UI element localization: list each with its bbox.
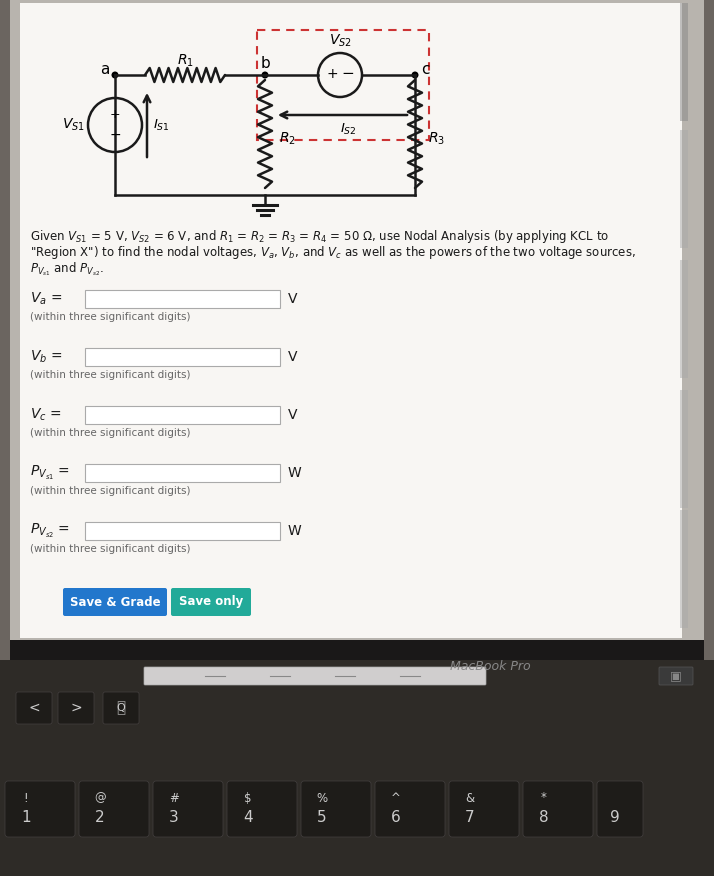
Bar (85, 522, 280, 540)
Text: 5: 5 (317, 809, 327, 824)
Text: MacBook Pro: MacBook Pro (450, 660, 531, 673)
Bar (257, 30, 429, 140)
Text: $P_{V_{s2}}$ =: $P_{V_{s2}}$ = (30, 522, 70, 540)
Text: 3: 3 (169, 809, 179, 824)
Circle shape (411, 72, 418, 79)
Bar (20, 3, 682, 638)
Text: ▣: ▣ (670, 669, 682, 682)
Text: −: − (109, 128, 121, 142)
FancyBboxPatch shape (375, 781, 445, 837)
Text: c: c (421, 61, 429, 76)
FancyBboxPatch shape (58, 692, 94, 724)
FancyBboxPatch shape (171, 588, 251, 616)
Text: $V_{S2}$: $V_{S2}$ (328, 32, 351, 49)
Text: $I_{S1}$: $I_{S1}$ (153, 117, 169, 132)
Text: W: W (288, 466, 302, 480)
Text: Save & Grade: Save & Grade (70, 596, 161, 609)
Text: #: # (169, 792, 179, 804)
Bar (680, 390, 688, 508)
FancyBboxPatch shape (153, 781, 223, 837)
Text: $V_b$ =: $V_b$ = (30, 349, 63, 365)
Text: %: % (316, 792, 328, 804)
Text: (within three significant digits): (within three significant digits) (30, 544, 191, 554)
FancyBboxPatch shape (144, 667, 486, 685)
Text: &: & (466, 792, 475, 804)
Text: $V_c$ =: $V_c$ = (30, 406, 62, 423)
FancyBboxPatch shape (16, 692, 52, 724)
Circle shape (261, 72, 268, 79)
Text: Q: Q (116, 703, 126, 713)
FancyBboxPatch shape (449, 781, 519, 837)
Text: $P_{V_{s1}}$ =: $P_{V_{s1}}$ = (30, 464, 70, 482)
Text: !: ! (24, 792, 29, 804)
Text: (within three significant digits): (within three significant digits) (30, 428, 191, 438)
Text: (within three significant digits): (within three significant digits) (30, 370, 191, 380)
Text: b: b (260, 55, 270, 70)
Text: <: < (28, 701, 40, 715)
FancyBboxPatch shape (597, 781, 643, 837)
FancyBboxPatch shape (79, 781, 149, 837)
Text: V: V (288, 292, 298, 306)
Text: 8: 8 (539, 809, 549, 824)
Text: 9: 9 (610, 809, 620, 824)
Text: 4: 4 (243, 809, 253, 824)
Text: 2: 2 (95, 809, 105, 824)
Text: $V_{S1}$: $V_{S1}$ (61, 117, 84, 133)
Text: (within three significant digits): (within three significant digits) (30, 312, 191, 322)
Text: >: > (70, 701, 82, 715)
Bar (85, 290, 280, 308)
FancyBboxPatch shape (5, 781, 75, 837)
Bar (680, 3, 688, 121)
Text: V: V (288, 350, 298, 364)
Text: −: − (341, 67, 354, 81)
FancyBboxPatch shape (301, 781, 371, 837)
Text: W: W (288, 524, 302, 538)
Bar (85, 406, 280, 424)
Text: *: * (541, 792, 547, 804)
Text: $R_3$: $R_3$ (428, 131, 446, 147)
Bar (0, 660, 714, 876)
Bar (10, 640, 704, 662)
Bar (85, 464, 280, 482)
Text: +: + (110, 109, 121, 122)
FancyBboxPatch shape (63, 588, 167, 616)
Bar (680, 510, 688, 628)
Text: @: @ (94, 792, 106, 804)
Text: 7: 7 (466, 809, 475, 824)
Bar (10, 0, 704, 645)
FancyBboxPatch shape (659, 667, 693, 685)
Text: $P_{V_{s1}}$ and $P_{V_{s2}}$.: $P_{V_{s1}}$ and $P_{V_{s2}}$. (30, 260, 104, 278)
FancyBboxPatch shape (227, 781, 297, 837)
Text: V: V (288, 408, 298, 422)
Text: Given $V_{S1}$ = 5 V, $V_{S2}$ = 6 V, and $R_1$ = $R_2$ = $R_3$ = $R_4$ = 50 $\O: Given $V_{S1}$ = 5 V, $V_{S2}$ = 6 V, an… (30, 228, 609, 245)
Text: 1: 1 (21, 809, 31, 824)
Bar (680, 260, 688, 378)
Text: $R_2$: $R_2$ (278, 131, 296, 147)
Bar (85, 348, 280, 366)
Text: $R_1$: $R_1$ (176, 53, 193, 69)
Text: $V_a$ =: $V_a$ = (30, 291, 62, 307)
Text: Save only: Save only (179, 596, 243, 609)
FancyBboxPatch shape (103, 692, 139, 724)
Text: (within three significant digits): (within three significant digits) (30, 486, 191, 496)
Bar (680, 130, 688, 248)
Text: a: a (100, 61, 110, 76)
Text: 6: 6 (391, 809, 401, 824)
Text: "Region X") to find the nodal voltages, $V_a$, $V_b$, and $V_c$ as well as the p: "Region X") to find the nodal voltages, … (30, 244, 635, 261)
Text: $I_{S2}$: $I_{S2}$ (340, 122, 356, 137)
FancyBboxPatch shape (523, 781, 593, 837)
Circle shape (111, 72, 119, 79)
Text: +: + (326, 67, 338, 81)
Text: $: $ (244, 792, 252, 804)
Text: ⌕: ⌕ (116, 701, 126, 716)
Text: ^: ^ (391, 792, 401, 804)
